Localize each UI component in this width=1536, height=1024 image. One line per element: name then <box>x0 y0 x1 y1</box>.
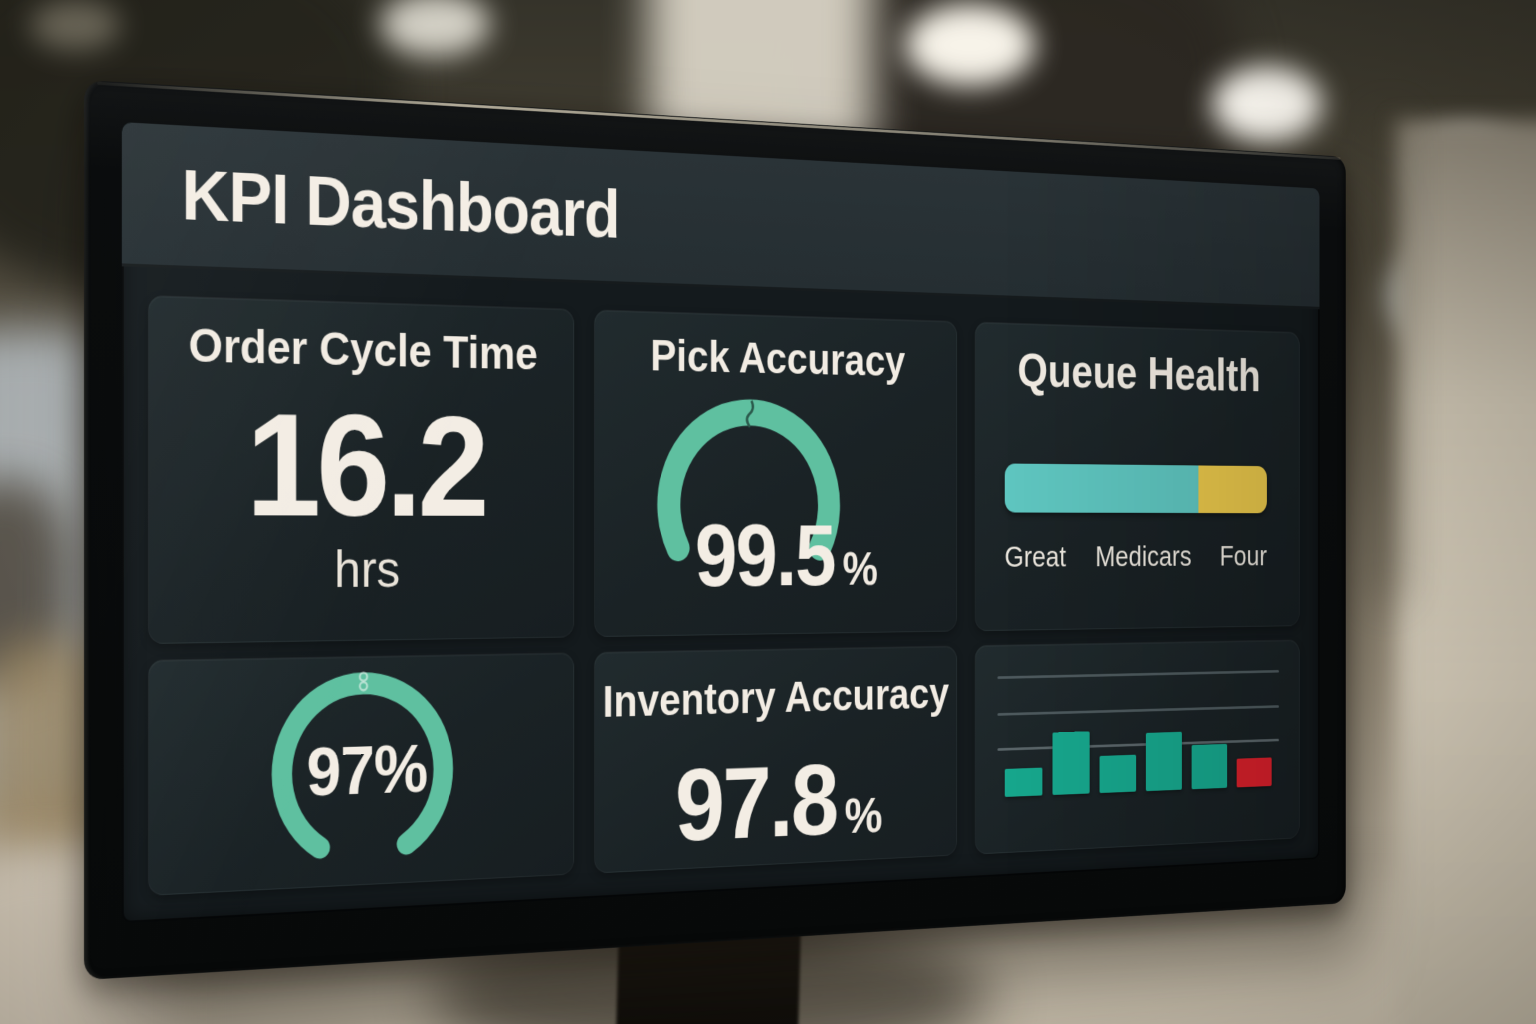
card-pick-accuracy: Pick Accuracy 99.5 % <box>593 309 957 638</box>
metric-value-group: 99.5 % <box>695 506 878 607</box>
bar-segment <box>1198 465 1267 514</box>
stacked-bar <box>1004 463 1267 514</box>
dashboard-body: Order Cycle Time 16.2 hrs Pick Accuracy … <box>122 266 1320 923</box>
gridline <box>997 705 1279 716</box>
card-queue-health: Queue Health Great Medicars Four <box>974 321 1300 632</box>
metric-value: 16.2 <box>245 382 486 547</box>
metric-value: 97.8 <box>674 742 837 864</box>
page-title: KPI Dashboard <box>181 156 620 253</box>
metric-value: 99.5 <box>694 507 835 606</box>
background-pillar <box>1396 120 1536 1024</box>
card-title: Queue Health <box>1017 343 1261 402</box>
card-inventory-accuracy: Inventory Accuracy 97.8 % <box>593 645 957 874</box>
bar-segment <box>1004 463 1199 514</box>
bar-series <box>997 725 1279 797</box>
card-title: Inventory Accuracy <box>602 670 950 728</box>
metric-value-group: 97% <box>149 653 573 894</box>
tick-label: Great <box>1004 540 1067 574</box>
bokeh-light <box>905 4 1035 86</box>
bokeh-light <box>380 0 490 56</box>
card-title: Order Cycle Time <box>188 320 538 380</box>
bar-chart <box>997 666 1279 797</box>
metric-value: 97% <box>306 731 428 811</box>
monitor-bezel: KPI Dashboard Order Cycle Time 16.2 hrs … <box>84 80 1346 980</box>
bar <box>1052 731 1090 795</box>
percent-sign: % <box>842 543 878 596</box>
bar <box>1146 731 1183 792</box>
monitor: KPI Dashboard Order Cycle Time 16.2 hrs … <box>84 80 1346 980</box>
bokeh-light <box>1212 66 1322 142</box>
dashboard-screen: KPI Dashboard Order Cycle Time 16.2 hrs … <box>121 122 1320 923</box>
bar <box>1099 754 1137 794</box>
stacked-bar-labels: Great Medicars Four <box>1005 540 1267 575</box>
bar <box>1236 757 1272 788</box>
tick-label: Four <box>1219 540 1267 573</box>
tick-label: Medicars <box>1095 540 1192 574</box>
bokeh-light <box>30 0 120 50</box>
bar <box>1191 743 1228 790</box>
card-throughput-chart <box>974 639 1300 855</box>
metric-unit: hrs <box>334 540 401 599</box>
card-cycle-gauge: 97% <box>148 652 574 896</box>
gridline <box>997 669 1279 679</box>
percent-sign: % <box>844 785 883 844</box>
background-pillar-edge <box>1382 120 1398 600</box>
bar <box>1005 767 1043 797</box>
metric-value-group: 97.8 % <box>675 740 882 865</box>
card-order-cycle-time: Order Cycle Time 16.2 hrs <box>148 295 574 645</box>
